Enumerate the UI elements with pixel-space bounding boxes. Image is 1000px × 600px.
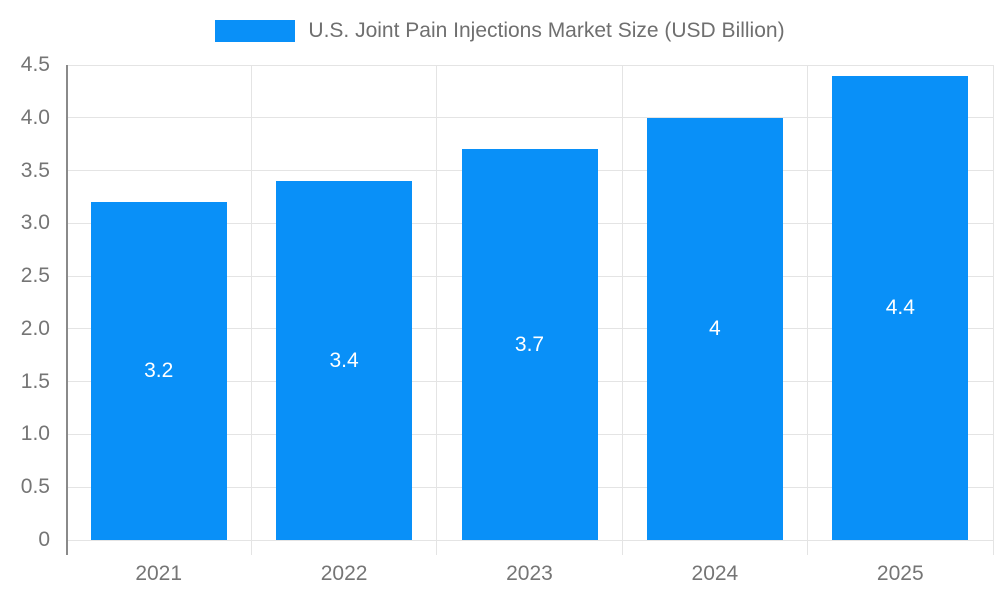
gridline-x [807, 65, 809, 555]
x-tick-label: 2022 [320, 562, 368, 585]
gridline-x [436, 65, 438, 555]
gridline-x [992, 65, 994, 555]
y-tick-label: 4.5 [20, 53, 50, 76]
bar-2022[interactable]: 3.4 [276, 181, 413, 540]
gridline-x [250, 65, 252, 555]
x-tick-label: 2021 [135, 562, 183, 585]
bar-2021[interactable]: 3.2 [90, 202, 227, 540]
bar-2023[interactable]: 3.7 [461, 149, 598, 540]
bar-value-label: 4.4 [885, 295, 915, 319]
x-tick-label: 2023 [506, 562, 553, 585]
chart-title: U.S. Joint Pain Injections Market Size (… [308, 19, 785, 42]
y-tick-label: 2.5 [20, 264, 50, 288]
y-tick-label: 1.0 [20, 422, 50, 446]
y-tick-label: 3.0 [20, 211, 50, 235]
y-tick-label: 0.5 [20, 475, 50, 499]
gridline-y [66, 539, 993, 541]
gridline-y [66, 64, 993, 66]
legend[interactable]: U.S. Joint Pain Injections Market Size (… [0, 17, 1000, 45]
bar-value-label: 3.7 [514, 332, 545, 356]
bar-2024[interactable]: 4 [646, 117, 783, 540]
bar-value-label: 3.4 [329, 348, 359, 372]
y-tick-label: 1.5 [20, 369, 50, 393]
y-axis-line [66, 65, 68, 555]
y-tick-label: 2.0 [20, 316, 50, 340]
y-tick-label: 4.0 [20, 105, 50, 129]
x-tick-label: 2025 [876, 562, 924, 585]
gridline-x [621, 65, 623, 555]
bar-2025[interactable]: 4.4 [832, 75, 969, 540]
plot-area: 3.2 2021 3.4 2022 3.7 2023 4 2024 4.4 2025 [66, 64, 994, 585]
legend-swatch [215, 20, 296, 42]
bar-value-label: 3.2 [144, 359, 174, 383]
gridline-y [66, 117, 993, 119]
y-tick-label: 0 [38, 528, 50, 551]
y-tick-label: 3.5 [20, 158, 50, 182]
bar-value-label: 4 [709, 316, 721, 340]
x-tick-label: 2024 [691, 562, 739, 585]
